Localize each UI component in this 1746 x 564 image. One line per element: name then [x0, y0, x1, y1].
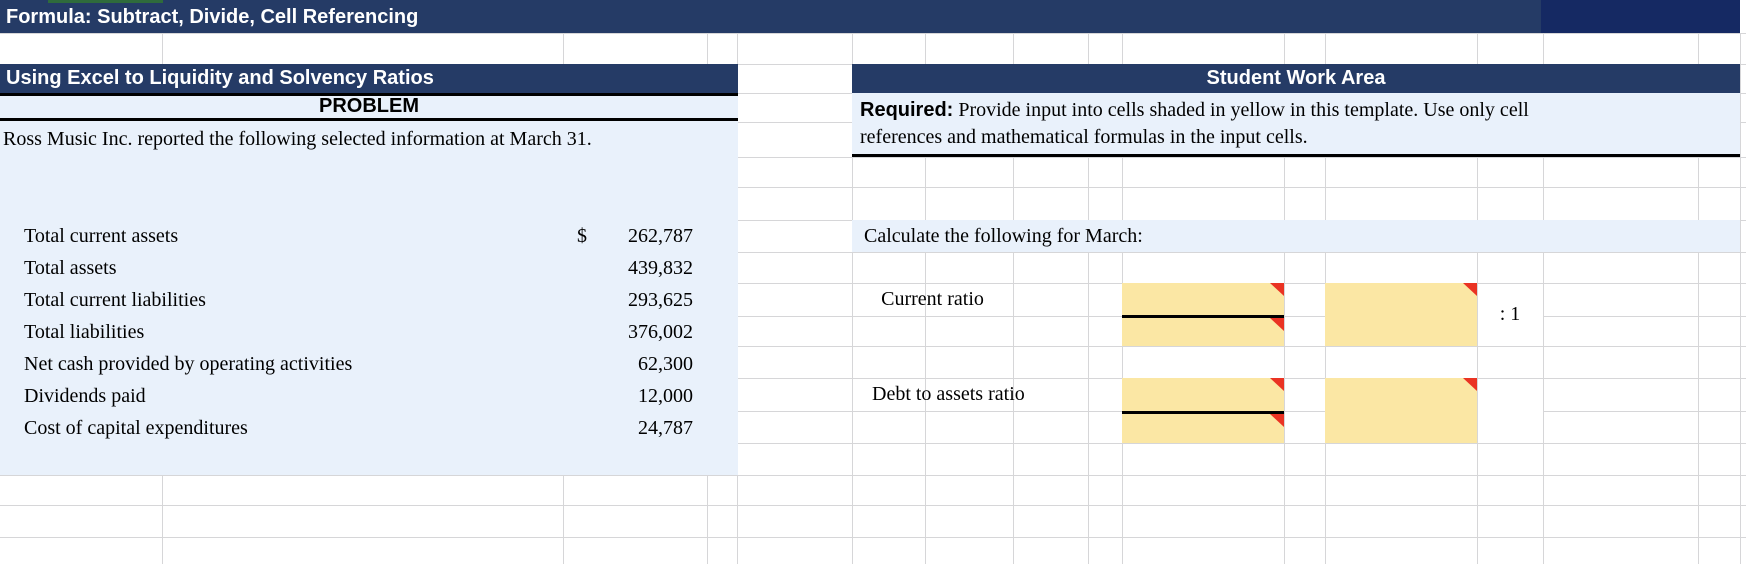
financial-row: Total liabilities 376,002 — [0, 316, 738, 348]
title-bar-dark-block — [1541, 0, 1740, 33]
financial-row-value: 12,000 — [638, 385, 693, 407]
left-section-header-label: Using Excel to Liquidity and Solvency Ra… — [6, 67, 434, 89]
financial-row-value: 62,300 — [638, 353, 693, 375]
problem-heading-label: PROBLEM — [319, 95, 419, 117]
debt-to-assets-result-input[interactable] — [1325, 378, 1477, 443]
debt-to-assets-ratio-suffix — [1477, 378, 1543, 443]
financial-row-label: Total current liabilities — [24, 289, 206, 311]
comment-indicator-icon — [1463, 283, 1477, 296]
financial-row: Cost of capital expenditures 24,787 — [0, 412, 738, 444]
problem-heading: PROBLEM — [0, 93, 738, 121]
comment-indicator-icon — [1270, 378, 1284, 391]
green-accent-strip — [48, 0, 163, 3]
comment-indicator-icon — [1463, 378, 1477, 391]
left-section-header: Using Excel to Liquidity and Solvency Ra… — [0, 64, 738, 93]
required-text-1: Provide input into cells shaded in yello… — [953, 99, 1529, 121]
currency-symbol: $ — [577, 225, 587, 247]
title-bar: Formula: Subtract, Divide, Cell Referenc… — [0, 0, 1740, 33]
current-ratio-numerator-input[interactable] — [1122, 283, 1284, 318]
required-line-1: Required: Provide input into cells shade… — [860, 97, 1740, 124]
workbook-title: Formula: Subtract, Divide, Cell Referenc… — [6, 6, 419, 28]
comment-indicator-icon — [1270, 414, 1284, 427]
required-text-2: references and mathematical formulas in … — [860, 126, 1308, 148]
current-ratio-label: Current ratio — [881, 288, 984, 310]
financial-row-value: 262,787 — [628, 225, 693, 247]
financial-row: Total current assets $262,787 — [0, 220, 738, 252]
financial-row: Net cash provided by operating activitie… — [0, 348, 738, 380]
problem-panel: Ross Music Inc. reported the following s… — [0, 121, 738, 475]
current-ratio-result-input[interactable] — [1325, 283, 1477, 346]
comment-indicator-icon — [1270, 318, 1284, 331]
financial-row: Dividends paid 12,000 — [0, 380, 738, 412]
comment-indicator-icon — [1270, 283, 1284, 296]
financial-row-label: Dividends paid — [24, 385, 146, 407]
student-work-area-label: Student Work Area — [1206, 67, 1386, 89]
current-ratio-suffix: : 1 — [1499, 303, 1521, 325]
required-instructions: Required: Provide input into cells shade… — [852, 93, 1740, 157]
financial-row: Total assets 439,832 — [0, 252, 738, 284]
debt-to-assets-ratio-label: Debt to assets ratio — [872, 383, 1025, 405]
current-ratio-denominator-input[interactable] — [1122, 318, 1284, 346]
financial-row-value: 439,832 — [628, 257, 693, 279]
required-line-2: references and mathematical formulas in … — [860, 124, 1740, 151]
financial-row-label: Total assets — [24, 257, 117, 279]
student-work-area-header: Student Work Area — [852, 64, 1740, 93]
debt-to-assets-numerator-input[interactable] — [1122, 378, 1284, 414]
financial-row-value: 293,625 — [628, 289, 693, 311]
financial-row: Total current liabilities 293,625 — [0, 284, 738, 316]
financial-row-label: Total current assets — [24, 225, 179, 247]
financial-row-label: Total liabilities — [24, 321, 145, 343]
financial-row-value: 24,787 — [638, 417, 693, 439]
financial-row-label: Cost of capital expenditures — [24, 417, 248, 439]
required-label: Required: — [860, 99, 954, 121]
financial-row-label: Net cash provided by operating activitie… — [24, 353, 353, 375]
debt-to-assets-denominator-input[interactable] — [1122, 414, 1284, 443]
problem-description: Ross Music Inc. reported the following s… — [3, 128, 592, 150]
financial-row-value: 376,002 — [628, 321, 693, 343]
calculate-heading: Calculate the following for March: — [852, 220, 1740, 252]
